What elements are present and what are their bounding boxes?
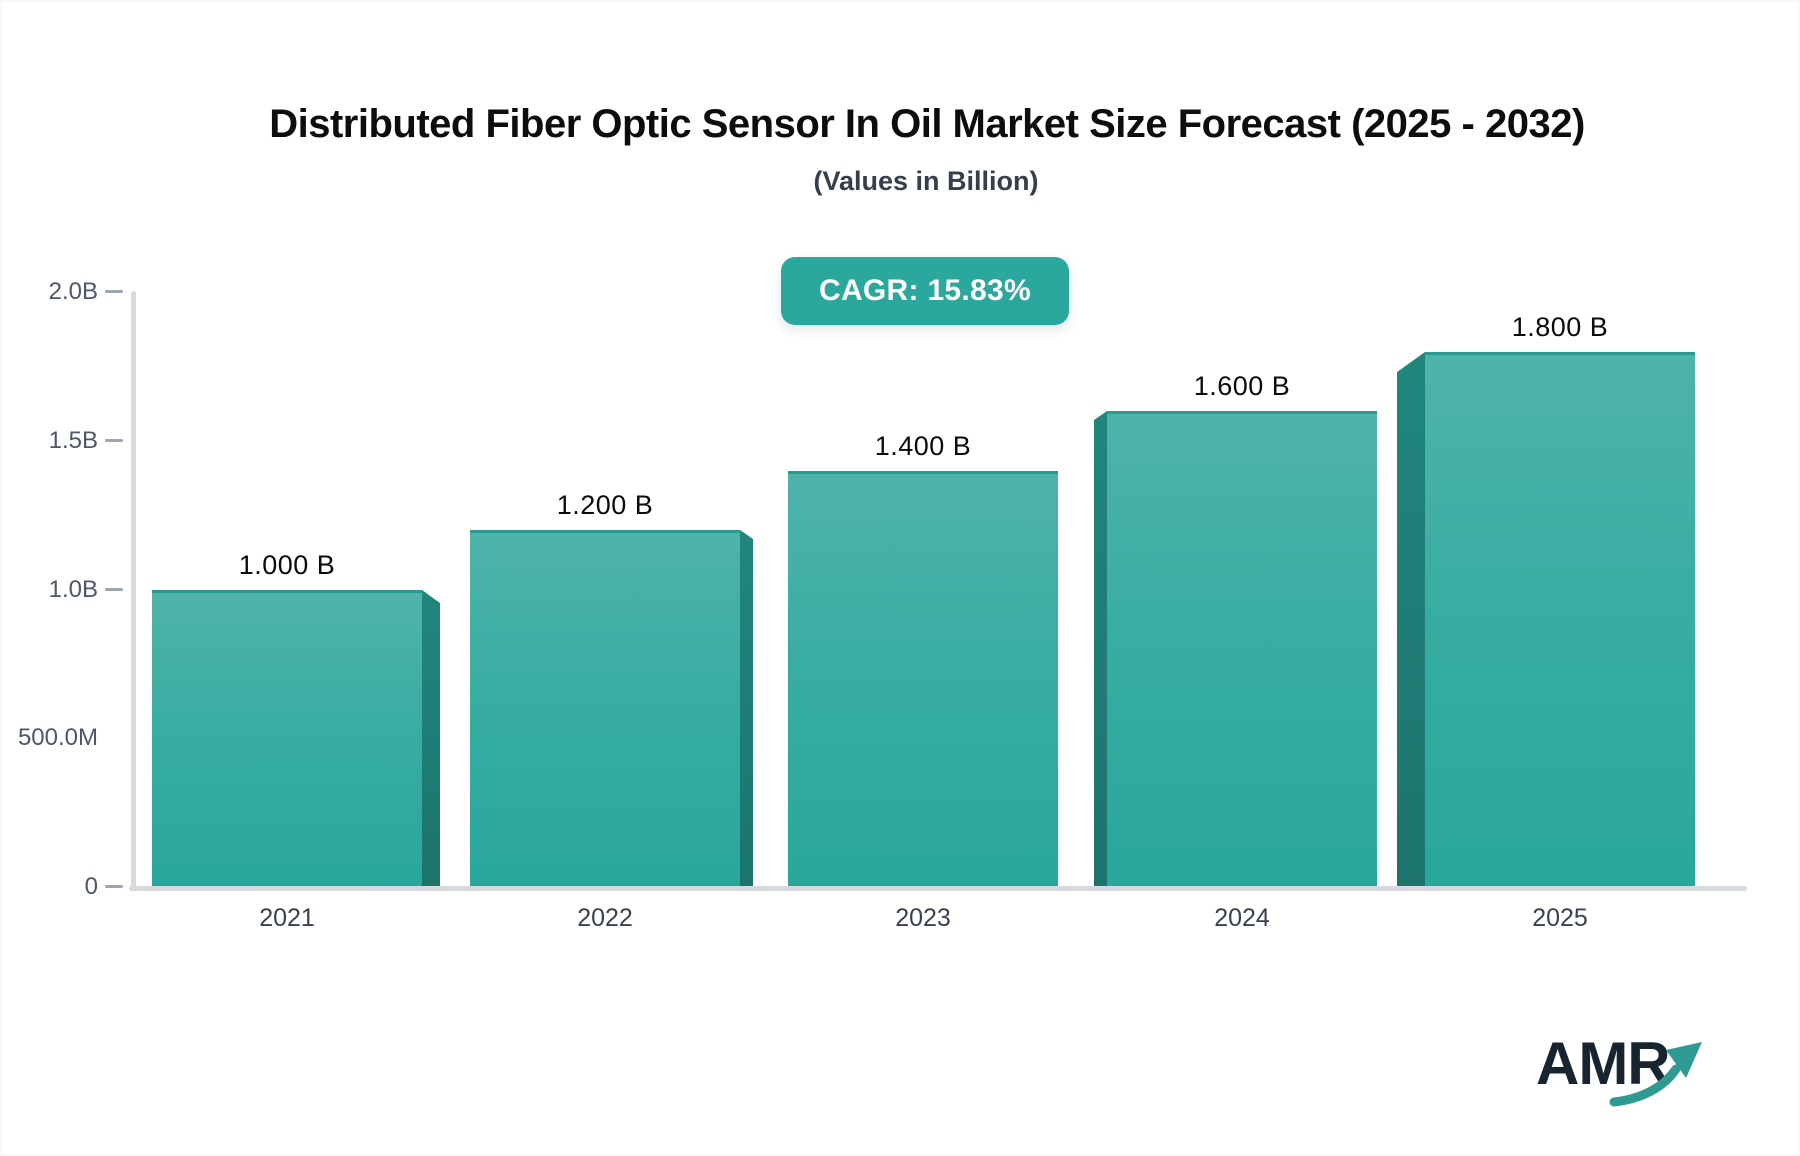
bar-side-panel-2024 [1094, 411, 1107, 888]
x-axis-label-2023: 2023 [895, 904, 951, 932]
amr-logo-text: AMR [1536, 1030, 1671, 1097]
x-axis-label-2024: 2024 [1214, 904, 1270, 932]
bar-value-label-2024: 1.600 B [1193, 371, 1291, 401]
bar-2021 [152, 590, 422, 888]
amr-logo: AMR [1532, 1030, 1782, 1122]
bar-side-panel-2025 [1397, 352, 1425, 888]
bar-2023 [788, 471, 1058, 888]
y-axis-tick-0 [105, 885, 123, 888]
x-axis-label-2021: 2021 [259, 904, 315, 932]
y-axis-tick-1.5B [105, 439, 123, 442]
bar-side-panel-2022 [740, 530, 753, 888]
bar-2024 [1107, 411, 1377, 888]
growth-arrow-icon [1609, 1042, 1702, 1107]
x-axis-label-2025: 2025 [1532, 904, 1588, 932]
y-axis-label-2.0B: 2.0B [48, 278, 98, 305]
bar-value-label-2021: 1.000 B [238, 550, 336, 580]
chart-title: Distributed Fiber Optic Sensor In Oil Ma… [269, 102, 1585, 146]
bar-side-panel-2021 [422, 590, 440, 888]
cagr-badge: CAGR: 15.83% [781, 257, 1069, 325]
y-axis-tick-2.0B [105, 290, 123, 293]
y-axis-tick-1.0B [105, 588, 123, 591]
y-axis-label-1.0B: 1.0B [48, 576, 98, 603]
y-axis-label-500.0M: 500.0M [17, 724, 98, 751]
bar-value-label-2022: 1.200 B [556, 490, 654, 520]
x-axis-label-2022: 2022 [577, 904, 633, 932]
chart-subtitle: (Values in Billion) [813, 166, 1039, 196]
y-axis-label-1.5B: 1.5B [48, 427, 98, 454]
bar-value-label-2023: 1.400 B [874, 431, 972, 461]
x-axis-line [129, 886, 1747, 891]
bar-value-label-2025: 1.800 B [1511, 312, 1609, 342]
y-axis-label-0: 0 [84, 873, 98, 900]
bar-2025 [1425, 352, 1695, 888]
y-axis-line [131, 291, 136, 891]
bar-2022 [470, 530, 740, 888]
cagr-badge-label: CAGR: 15.83% [818, 274, 1031, 307]
